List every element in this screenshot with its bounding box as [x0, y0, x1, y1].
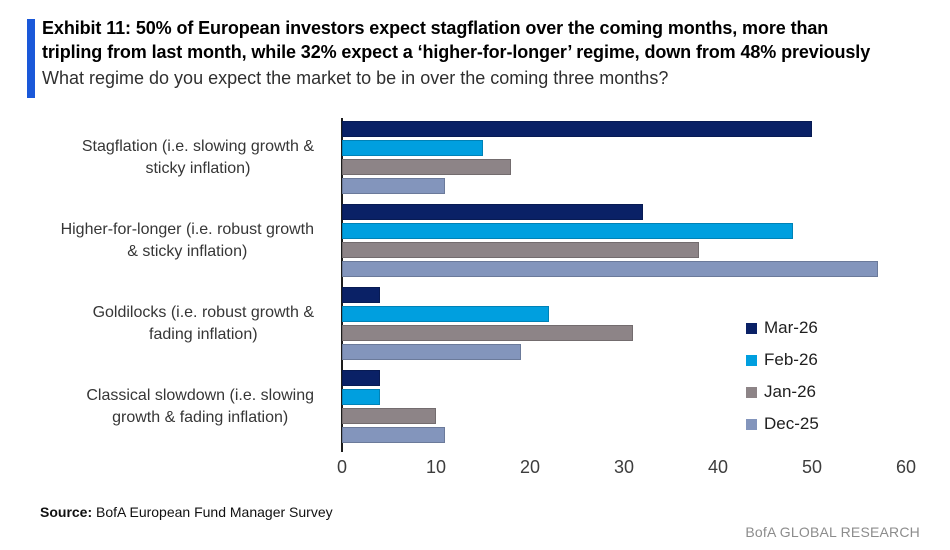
category-label: Higher-for-longer (i.e. robust growth & … [60, 220, 314, 260]
x-axis-tick-label: 30 [613, 457, 635, 477]
bar-feb-26 [342, 223, 794, 239]
bar-dec-25 [342, 261, 878, 277]
bar-feb-26 [342, 389, 380, 405]
category-label: Classical slowdown (i.e. slowing growth … [86, 386, 314, 426]
legend-item: Mar-26 [746, 312, 819, 344]
bar-dec-25 [342, 178, 446, 194]
bar-mar-26 [342, 121, 812, 137]
legend-item: Dec-25 [746, 408, 819, 440]
x-axis-tick-label: 50 [801, 457, 823, 477]
bar-jan-26 [342, 408, 436, 424]
legend-label: Mar-26 [764, 318, 818, 337]
legend-swatch-icon [746, 418, 757, 430]
category-label: Stagflation (i.e. slowing growth & stick… [81, 137, 314, 177]
exhibit-accent-bar [27, 19, 35, 98]
source-text: BofA European Fund Manager Survey [92, 504, 333, 520]
x-axis-tick-label: 0 [336, 457, 348, 477]
x-axis-tick-label: 10 [425, 457, 447, 477]
y-axis-line [341, 118, 343, 452]
bar-feb-26 [342, 140, 483, 156]
legend-swatch-icon [746, 354, 757, 366]
x-axis-tick-label: 40 [707, 457, 729, 477]
bar-mar-26 [342, 370, 380, 386]
x-axis-tick-label: 60 [895, 457, 917, 477]
x-axis-tick-label: 20 [519, 457, 541, 477]
bar-mar-26 [342, 204, 643, 220]
bar-jan-26 [342, 159, 512, 175]
legend-label: Feb-26 [764, 350, 818, 369]
bar-dec-25 [342, 427, 446, 443]
bar-feb-26 [342, 306, 549, 322]
exhibit-subtitle: What regime do you expect the market to … [42, 68, 669, 88]
bar-mar-26 [342, 287, 380, 303]
legend-label: Dec-25 [764, 414, 819, 433]
source-line: Source: BofA European Fund Manager Surve… [40, 504, 333, 520]
legend-item: Jan-26 [746, 376, 819, 408]
exhibit-title: Exhibit 11: 50% of European investors ex… [42, 18, 871, 62]
legend-item: Feb-26 [746, 344, 819, 376]
category-label: Goldilocks (i.e. robust growth & fading … [92, 303, 314, 343]
legend-label: Jan-26 [764, 382, 816, 401]
legend-swatch-icon [746, 386, 757, 398]
bar-jan-26 [342, 242, 700, 258]
brand-line: BofA GLOBAL RESEARCH [745, 524, 920, 540]
legend: Mar-26 Feb-26 Jan-26 Dec-25 [746, 312, 819, 440]
bar-jan-26 [342, 325, 634, 341]
source-label: Source: [40, 504, 93, 520]
bar-dec-25 [342, 344, 521, 360]
legend-swatch-icon [746, 322, 757, 334]
